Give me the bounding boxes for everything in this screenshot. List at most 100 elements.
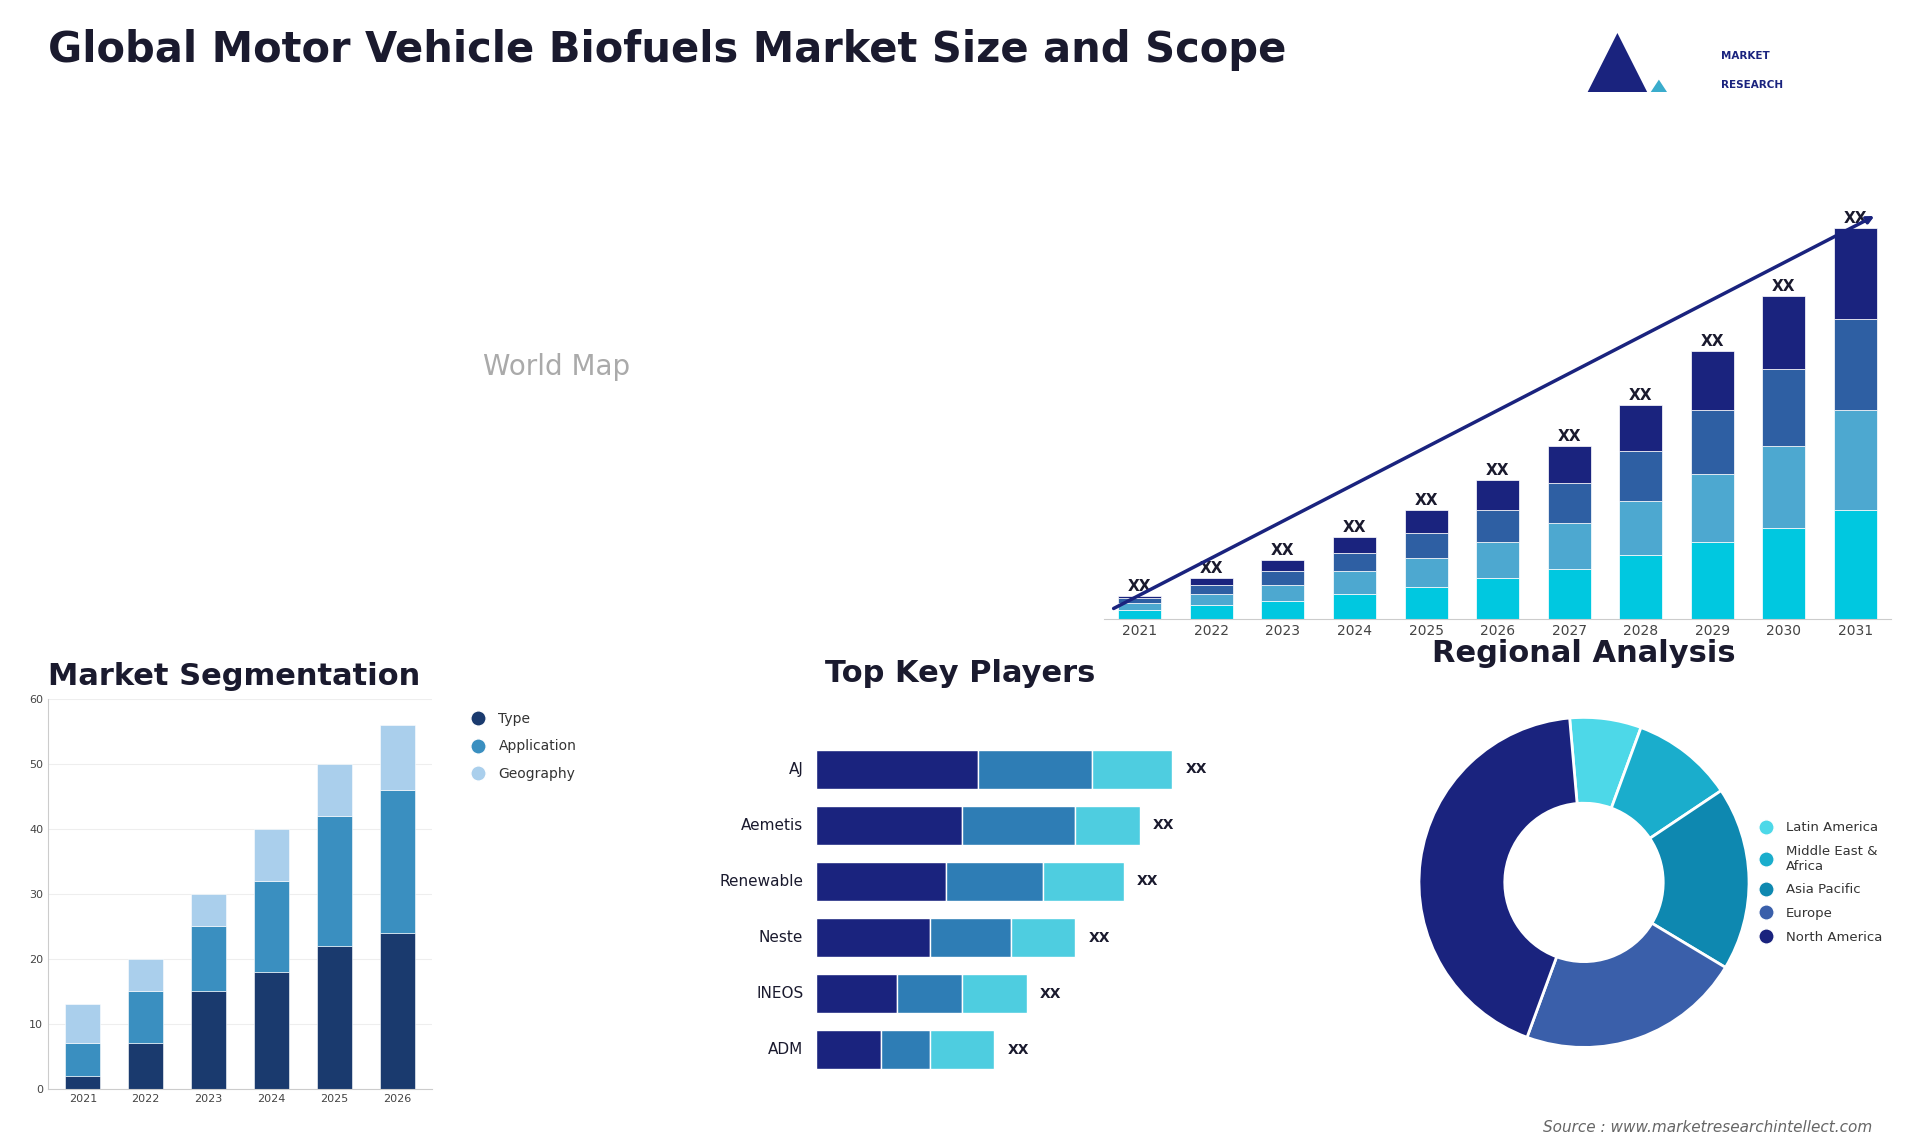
Bar [1117,596,1162,598]
Polygon shape [1617,79,1701,143]
Bar [65,1043,100,1076]
Bar [1763,446,1805,528]
Bar [1190,584,1233,594]
Bar [1117,603,1162,610]
Bar [1043,862,1123,901]
Text: XX: XX [1185,762,1208,776]
Bar [816,806,962,845]
Bar [1692,351,1734,410]
Bar [1405,533,1448,558]
Bar [1548,446,1590,482]
Bar [380,790,415,933]
Text: XX: XX [1008,1043,1029,1057]
Bar [1405,510,1448,533]
Bar [1834,228,1878,320]
Legend: Type, Application, Geography: Type, Application, Geography [459,706,582,787]
Bar [1763,369,1805,446]
Bar [65,1076,100,1089]
Text: Market Segmentation: Market Segmentation [48,662,420,691]
Bar [1476,542,1519,578]
Wedge shape [1526,924,1726,1047]
Bar [1261,601,1304,619]
Text: INTELLECT: INTELLECT [1720,109,1784,119]
Text: Aemetis: Aemetis [741,818,803,833]
Bar [1117,610,1162,619]
Bar [317,816,351,945]
Bar [962,974,1027,1013]
Bar [1075,806,1140,845]
Text: MARKET: MARKET [1720,50,1770,61]
Bar [1548,482,1590,524]
Bar [192,991,227,1089]
Text: XX: XX [1154,818,1175,832]
Text: XX: XX [1843,211,1866,226]
Bar [253,881,288,972]
Text: INEOS: INEOS [756,986,803,1002]
Bar [1332,594,1377,619]
Bar [65,1004,100,1043]
Bar [1476,480,1519,510]
Bar [816,862,947,901]
Bar [1619,406,1663,450]
Bar [1763,297,1805,369]
Bar [317,764,351,816]
Bar [1834,320,1878,410]
Text: XX: XX [1041,987,1062,1000]
Text: ADM: ADM [768,1042,803,1058]
Text: XX: XX [1271,542,1294,558]
Bar [253,972,288,1089]
Bar [129,959,163,991]
Bar [1619,450,1663,501]
Bar [1692,542,1734,619]
Bar [192,894,227,926]
Wedge shape [1571,717,1642,808]
Bar [1190,594,1233,605]
Bar [1619,556,1663,619]
Bar [1261,559,1304,571]
Bar [1117,598,1162,603]
Bar [1010,918,1075,957]
Bar [1261,584,1304,601]
Bar [1261,571,1304,584]
Bar [897,974,962,1013]
Bar [1476,578,1519,619]
Text: World Map: World Map [484,353,630,380]
Bar [1763,528,1805,619]
Text: XX: XX [1200,560,1223,575]
Bar [1476,510,1519,542]
Wedge shape [1419,719,1576,1037]
Bar [947,862,1043,901]
Wedge shape [1649,791,1749,967]
Wedge shape [1611,728,1720,839]
Text: XX: XX [1486,463,1509,478]
Text: XX: XX [1137,874,1158,888]
Text: Renewable: Renewable [720,874,803,889]
Bar [1190,578,1233,584]
Text: XX: XX [1129,579,1152,594]
Bar [1092,749,1173,788]
Bar [129,991,163,1043]
Bar [129,1043,163,1089]
Bar [1834,510,1878,619]
Bar [380,725,415,790]
Bar [1692,410,1734,473]
Bar [1190,605,1233,619]
Bar [816,918,929,957]
Bar [1548,524,1590,568]
Text: XX: XX [1701,333,1724,348]
Bar [881,1030,929,1069]
Text: XX: XX [1089,931,1110,944]
Bar [816,974,897,1013]
Bar [380,933,415,1089]
Text: XX: XX [1628,388,1653,403]
Polygon shape [1563,33,1672,143]
Text: Neste: Neste [758,931,803,945]
Bar [253,829,288,881]
Text: XX: XX [1772,280,1795,295]
Bar [962,806,1075,845]
Title: Regional Analysis: Regional Analysis [1432,639,1736,668]
Bar [1405,587,1448,619]
Bar [1332,554,1377,571]
Title: Top Key Players: Top Key Players [826,659,1094,689]
Text: Global Motor Vehicle Biofuels Market Size and Scope: Global Motor Vehicle Biofuels Market Siz… [48,29,1286,71]
